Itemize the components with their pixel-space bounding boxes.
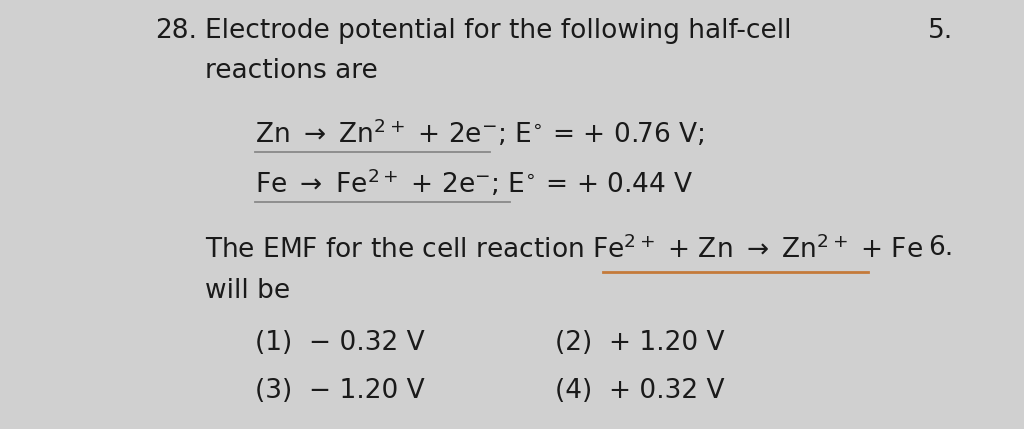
- Text: Zn $\rightarrow$ Zn$^{2+}$ + 2e$^{-}$; E$^{\circ}$ = + 0.76 V;: Zn $\rightarrow$ Zn$^{2+}$ + 2e$^{-}$; E…: [255, 118, 705, 149]
- Text: Fe $\rightarrow$ Fe$^{2+}$ + 2e$^{-}$; E$^{\circ}$ = + 0.44 V: Fe $\rightarrow$ Fe$^{2+}$ + 2e$^{-}$; E…: [255, 168, 693, 199]
- Text: The EMF for the cell reaction Fe$^{2+}$ + Zn $\rightarrow$ Zn$^{2+}$ + Fe: The EMF for the cell reaction Fe$^{2+}$ …: [205, 235, 923, 263]
- Text: reactions are: reactions are: [205, 58, 378, 84]
- Text: (4)  + 0.32 V: (4) + 0.32 V: [555, 378, 725, 404]
- Text: (3)  − 1.20 V: (3) − 1.20 V: [255, 378, 425, 404]
- Text: 6.: 6.: [928, 235, 953, 261]
- Text: (2)  + 1.20 V: (2) + 1.20 V: [555, 330, 725, 356]
- Text: Electrode potential for the following half-cell: Electrode potential for the following ha…: [205, 18, 792, 44]
- Text: (1)  − 0.32 V: (1) − 0.32 V: [255, 330, 425, 356]
- Text: 5.: 5.: [928, 18, 953, 44]
- Text: will be: will be: [205, 278, 290, 304]
- Text: 28.: 28.: [155, 18, 197, 44]
